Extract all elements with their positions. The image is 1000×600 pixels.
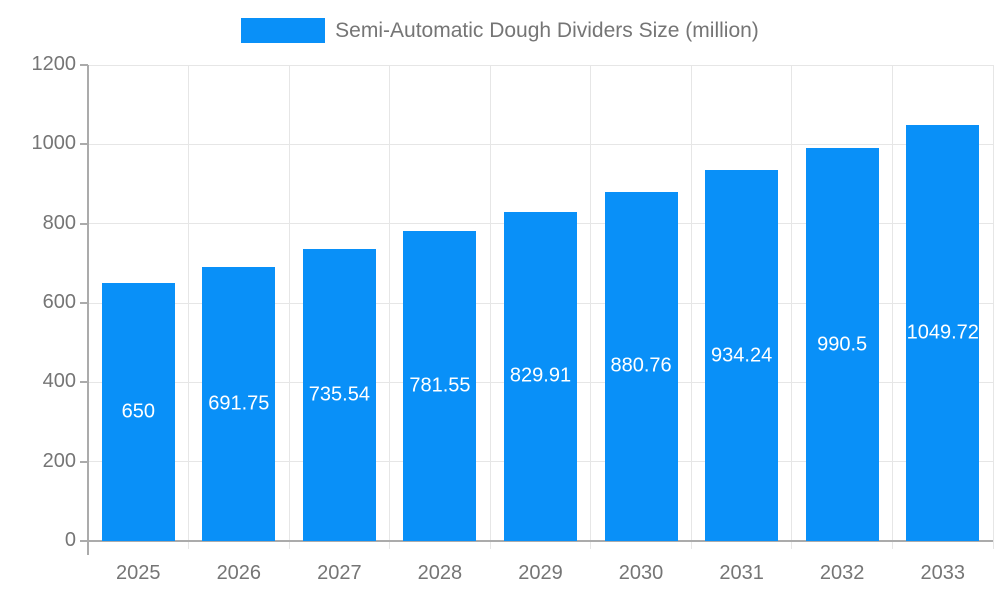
bar-value-label: 1049.72 xyxy=(906,321,979,344)
bar-value-label: 650 xyxy=(121,400,155,423)
y-tick-mark xyxy=(80,381,88,384)
bar-value-label: 691.75 xyxy=(208,392,270,415)
bar-value-label: 990.5 xyxy=(817,333,868,356)
bar[interactable]: 735.54 xyxy=(302,249,376,541)
y-tick-label: 400 xyxy=(42,370,76,393)
bar[interactable]: 934.24 xyxy=(705,170,779,541)
bar[interactable]: 880.76 xyxy=(604,191,678,541)
x-tick-label: 2032 xyxy=(819,562,865,584)
x-gridline xyxy=(791,65,793,541)
bar[interactable]: 1049.72 xyxy=(906,124,980,541)
x-tick-mark xyxy=(489,541,491,549)
y-tick-label: 0 xyxy=(64,529,76,551)
x-tick-label: 2030 xyxy=(618,562,664,584)
y-tick-label: 800 xyxy=(42,211,76,234)
x-tick-label: 2026 xyxy=(216,562,262,584)
y-tick-mark xyxy=(80,64,88,66)
x-gridline xyxy=(590,65,592,541)
x-axis-line xyxy=(88,540,993,542)
bar-value-label: 829.91 xyxy=(509,364,572,387)
bar-value-label: 735.54 xyxy=(308,383,370,406)
y-tick-label: 1200 xyxy=(31,53,77,75)
x-gridline xyxy=(489,65,491,541)
y-tick-label: 600 xyxy=(42,291,76,313)
bar[interactable]: 691.75 xyxy=(202,266,276,541)
bar-value-label: 880.76 xyxy=(610,354,672,377)
x-tick-mark xyxy=(288,541,290,549)
x-tick-mark xyxy=(590,541,592,549)
x-gridline xyxy=(992,65,994,541)
x-gridline xyxy=(690,65,692,541)
x-tick-mark xyxy=(690,541,692,549)
x-tick-label: 2033 xyxy=(920,562,965,584)
y-tick-mark xyxy=(80,460,88,463)
bar[interactable]: 829.91 xyxy=(504,211,577,541)
bar[interactable]: 650 xyxy=(101,283,175,541)
bar-value-label: 934.24 xyxy=(711,344,773,367)
x-gridline xyxy=(288,65,290,541)
y-tick-mark xyxy=(80,222,88,225)
x-tick-mark xyxy=(992,541,994,549)
x-tick-label: 2031 xyxy=(719,562,764,584)
legend[interactable]: Semi-Automatic Dough Dividers Size (mill… xyxy=(0,13,1000,47)
x-tick-label: 2028 xyxy=(417,562,463,584)
legend-label[interactable]: Semi-Automatic Dough Dividers Size (mill… xyxy=(335,18,759,42)
legend-swatch-icon[interactable] xyxy=(241,17,326,43)
x-tick-mark xyxy=(791,541,793,549)
x-gridline xyxy=(891,65,893,541)
x-tick-mark xyxy=(389,541,391,549)
y-axis-line xyxy=(87,65,89,555)
bar[interactable]: 990.5 xyxy=(805,148,879,541)
bar-value-label: 781.55 xyxy=(409,374,471,397)
y-tick-mark xyxy=(80,143,88,146)
x-tick-mark xyxy=(891,541,893,549)
y-tick-mark xyxy=(80,540,88,542)
x-tick-label: 2029 xyxy=(518,562,563,584)
x-tick-mark xyxy=(188,541,190,549)
x-tick-label: 2027 xyxy=(317,562,362,584)
x-gridline xyxy=(188,65,190,541)
y-gridline xyxy=(88,64,993,66)
x-tick-label: 2025 xyxy=(116,562,161,584)
bar[interactable]: 781.55 xyxy=(403,230,477,541)
y-tick-mark xyxy=(80,302,88,304)
y-gridline xyxy=(88,143,993,145)
x-gridline xyxy=(389,65,391,541)
y-tick-label: 200 xyxy=(42,449,76,472)
y-tick-label: 1000 xyxy=(31,132,77,155)
